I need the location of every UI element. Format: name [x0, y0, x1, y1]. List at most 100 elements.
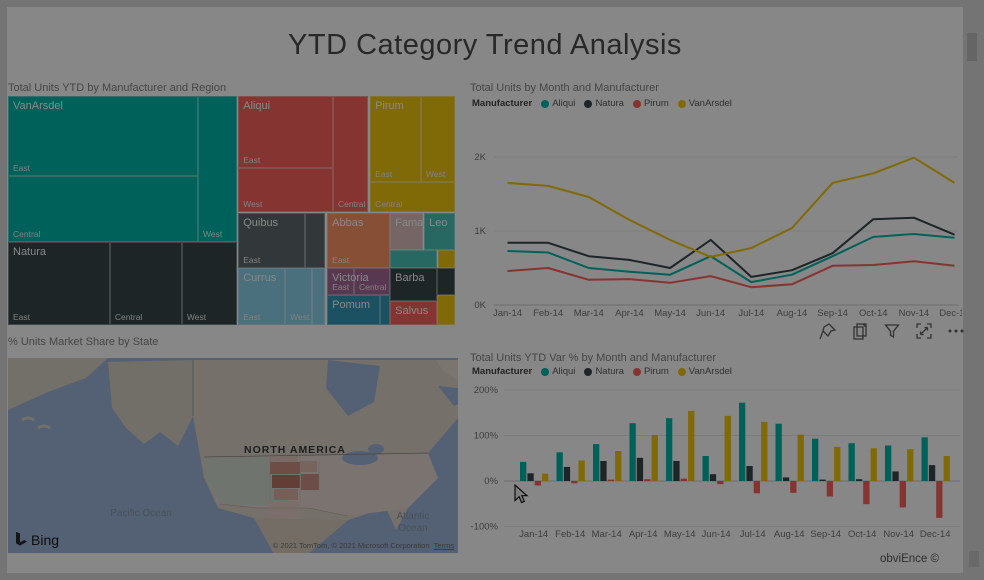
treemap-cell-abbas[interactable]: Abbas East — [327, 213, 391, 268]
line-series-aliqui[interactable] — [507, 233, 955, 284]
map-visual[interactable]: % Units Market Share by State — [8, 336, 458, 558]
bar-pirum-apr-14[interactable] — [644, 479, 651, 481]
bar-natura-nov-14[interactable] — [892, 471, 899, 481]
more-options-icon[interactable] — [945, 320, 967, 342]
treemap-cell[interactable]: West — [197, 96, 237, 243]
bar-natura-jun-14[interactable] — [709, 474, 717, 481]
bar-pirum-jul-14[interactable] — [753, 481, 760, 494]
treemap-cell[interactable]: Central — [370, 182, 455, 213]
bar-pirum-may-14[interactable] — [680, 478, 687, 481]
bar-pirum-nov-14[interactable] — [899, 481, 906, 508]
treemap-cell-pirum[interactable]: Pirum East — [370, 96, 422, 183]
bar-natura-sep-14[interactable] — [819, 479, 826, 481]
treemap-cell[interactable] — [438, 250, 455, 268]
bar-natura-may-14[interactable] — [673, 461, 680, 481]
bar-vanarsdel-feb-14[interactable] — [578, 460, 585, 482]
bar-vanarsdel-dec-14[interactable] — [943, 456, 950, 481]
pin-icon[interactable] — [817, 320, 839, 342]
bar-vanarsdel-aug-14[interactable] — [797, 434, 804, 481]
treemap-cell[interactable] — [305, 213, 326, 268]
treemap-cell-natura[interactable]: Natura East — [8, 242, 110, 325]
bar-aliqui-feb-14[interactable] — [556, 452, 563, 481]
bar-vanarsdel-mar-14[interactable] — [615, 451, 622, 481]
filter-icon[interactable] — [881, 320, 903, 342]
treemap-cell-aliqui[interactable]: Aliqui East — [238, 96, 333, 168]
legend-item-vanarsdel[interactable]: VanArsdel — [677, 366, 732, 377]
treemap-cell[interactable]: Central — [8, 175, 198, 243]
bar-vanarsdel-oct-14[interactable] — [870, 448, 877, 481]
bar-aliqui-may-14[interactable] — [666, 418, 673, 481]
line-series-vanarsdel[interactable] — [507, 156, 956, 258]
bar-pirum-dec-14[interactable] — [936, 481, 943, 518]
bar-aliqui-mar-14[interactable] — [593, 444, 600, 481]
bar-vanarsdel-sep-14[interactable] — [834, 446, 841, 481]
treemap-visual[interactable]: Total Units YTD by Manufacturer and Regi… — [8, 82, 457, 332]
bar-aliqui-oct-14[interactable] — [848, 443, 855, 481]
copy-icon[interactable] — [849, 320, 871, 342]
focus-mode-icon[interactable] — [913, 320, 935, 342]
treemap-cell[interactable]: West — [238, 167, 333, 213]
treemap-cell-pomum[interactable]: Pomum — [327, 295, 381, 325]
bar-aliqui-jun-14[interactable] — [702, 456, 709, 481]
treemap-cell-vanarsdel[interactable]: VanArsdel East — [8, 96, 198, 176]
bar-natura-jan-14[interactable] — [527, 473, 534, 481]
bar-vanarsdel-jun-14[interactable] — [724, 415, 731, 481]
bar-chart-visual[interactable]: Total Units YTD Var % by Month and Manuf… — [470, 352, 962, 552]
treemap-cell-quibus[interactable]: Quibus East — [238, 213, 306, 268]
line-series-natura[interactable] — [507, 216, 955, 278]
treemap-cell[interactable] — [311, 267, 326, 325]
treemap-cell[interactable]: Central — [109, 242, 182, 325]
bing-logo[interactable]: Bing — [14, 532, 59, 548]
bar-aliqui-nov-14[interactable] — [885, 445, 892, 482]
legend-item-aliqui[interactable]: Aliqui — [541, 98, 575, 109]
treemap-cell[interactable]: Central — [353, 267, 391, 295]
treemap-cell[interactable] — [380, 295, 391, 325]
bar-natura-dec-14[interactable] — [928, 465, 936, 481]
bar-aliqui-aug-14[interactable] — [775, 423, 782, 481]
bar-pirum-mar-14[interactable] — [607, 479, 614, 481]
treemap-cell[interactable]: West — [421, 96, 455, 183]
bar-pirum-sep-14[interactable] — [826, 481, 833, 497]
bar-natura-oct-14[interactable] — [855, 479, 863, 481]
treemap-cell[interactable]: West — [181, 242, 237, 325]
line-chart-visual[interactable]: Total Units by Month and Manufacturer Ma… — [470, 82, 962, 324]
bar-vanarsdel-nov-14[interactable] — [907, 449, 914, 482]
treemap-cell[interactable] — [437, 267, 455, 296]
bar-aliqui-jul-14[interactable] — [739, 402, 746, 481]
treemap-cell-currus[interactable]: Currus East — [238, 267, 286, 325]
terms-link[interactable]: Terms — [433, 541, 454, 550]
bar-natura-apr-14[interactable] — [636, 457, 644, 481]
legend-item-vanarsdel[interactable]: VanArsdel — [677, 98, 732, 109]
treemap-cell[interactable]: West — [285, 267, 312, 325]
bar-aliqui-apr-14[interactable] — [629, 423, 636, 481]
treemap-cell-fama[interactable]: Fama — [390, 213, 423, 251]
bar-vanarsdel-jul-14[interactable] — [761, 421, 768, 481]
treemap-cell[interactable] — [390, 250, 438, 268]
bar-pirum-jan-14[interactable] — [534, 481, 541, 486]
legend-item-aliqui[interactable]: Aliqui — [541, 366, 575, 377]
bar-pirum-aug-14[interactable] — [790, 481, 797, 493]
bar-aliqui-jan-14[interactable] — [520, 461, 527, 481]
treemap-cell-leo[interactable]: Leo — [424, 213, 455, 251]
treemap-cell-victoria[interactable]: Victoria East — [327, 267, 369, 295]
bar-natura-aug-14[interactable] — [782, 477, 790, 481]
scrollbar-button[interactable] — [969, 551, 979, 567]
treemap-cell-salvus[interactable]: Salvus — [390, 300, 438, 325]
bar-vanarsdel-apr-14[interactable] — [651, 435, 658, 481]
treemap-cell[interactable] — [437, 295, 455, 325]
legend-item-pirum[interactable]: Pirum — [632, 366, 669, 377]
treemap-cell-barba[interactable]: Barba — [390, 267, 438, 301]
bar-pirum-feb-14[interactable] — [571, 481, 578, 484]
bar-natura-feb-14[interactable] — [563, 466, 571, 481]
bar-aliqui-sep-14[interactable] — [812, 438, 819, 481]
bar-aliqui-dec-14[interactable] — [921, 437, 928, 481]
legend-item-natura[interactable]: Natura — [584, 366, 624, 377]
legend-item-pirum[interactable]: Pirum — [632, 98, 669, 109]
bar-vanarsdel-jan-14[interactable] — [542, 473, 549, 481]
bar-vanarsdel-may-14[interactable] — [688, 410, 695, 481]
bar-natura-jul-14[interactable] — [746, 466, 753, 481]
bar-natura-mar-14[interactable] — [600, 461, 607, 481]
treemap-cell[interactable]: Central — [332, 96, 368, 213]
bar-pirum-jun-14[interactable] — [717, 481, 724, 485]
map-area[interactable]: NORTH AMERICA Pacific Ocean Atlantic Oce… — [8, 358, 458, 553]
